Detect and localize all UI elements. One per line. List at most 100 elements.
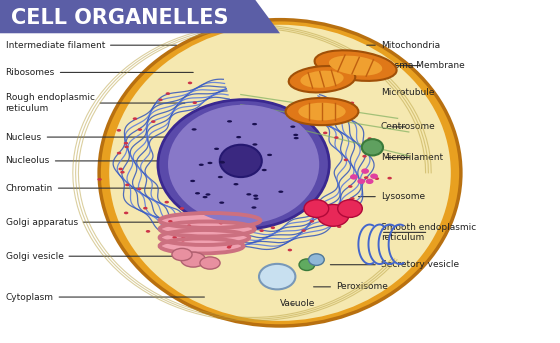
Ellipse shape <box>253 143 258 146</box>
Ellipse shape <box>304 200 329 217</box>
Text: Nucleus: Nucleus <box>6 133 204 142</box>
Ellipse shape <box>125 184 129 186</box>
Ellipse shape <box>309 254 324 265</box>
Ellipse shape <box>167 232 172 235</box>
Ellipse shape <box>180 207 184 210</box>
Ellipse shape <box>364 176 368 179</box>
Polygon shape <box>0 0 280 33</box>
Text: CELL ORGANELLES: CELL ORGANELLES <box>11 8 228 28</box>
Ellipse shape <box>218 176 223 178</box>
Ellipse shape <box>138 128 142 131</box>
Ellipse shape <box>299 259 315 271</box>
Ellipse shape <box>234 183 239 186</box>
Ellipse shape <box>228 244 232 247</box>
Ellipse shape <box>206 193 211 196</box>
Ellipse shape <box>200 257 220 269</box>
Ellipse shape <box>120 171 125 174</box>
Text: Cytoplasm: Cytoplasm <box>6 293 204 301</box>
Ellipse shape <box>172 236 177 239</box>
Ellipse shape <box>124 142 128 144</box>
Ellipse shape <box>214 147 219 150</box>
Ellipse shape <box>220 161 225 164</box>
Ellipse shape <box>133 117 137 120</box>
Ellipse shape <box>181 239 185 241</box>
Ellipse shape <box>227 246 231 249</box>
Ellipse shape <box>151 120 156 123</box>
Ellipse shape <box>310 220 314 223</box>
Ellipse shape <box>143 207 148 210</box>
Ellipse shape <box>188 82 192 84</box>
Ellipse shape <box>160 222 255 236</box>
Ellipse shape <box>366 179 374 184</box>
Ellipse shape <box>220 145 262 177</box>
Ellipse shape <box>181 252 206 267</box>
Ellipse shape <box>160 238 244 253</box>
Ellipse shape <box>259 264 296 289</box>
Ellipse shape <box>357 179 365 184</box>
Ellipse shape <box>252 123 257 125</box>
Ellipse shape <box>168 105 319 224</box>
Ellipse shape <box>362 139 383 155</box>
Ellipse shape <box>219 201 224 204</box>
Ellipse shape <box>337 225 342 228</box>
Text: Intermediate filament: Intermediate filament <box>6 41 176 50</box>
Ellipse shape <box>186 224 191 227</box>
Text: Microfilament: Microfilament <box>381 153 443 162</box>
Text: Rough endoplasmic
reticulum: Rough endoplasmic reticulum <box>6 93 185 113</box>
Ellipse shape <box>298 103 346 120</box>
Text: Mitochondria: Mitochondria <box>367 41 440 50</box>
Ellipse shape <box>278 190 283 193</box>
Ellipse shape <box>193 102 197 104</box>
Ellipse shape <box>350 102 354 104</box>
Ellipse shape <box>97 178 102 181</box>
Ellipse shape <box>323 132 328 134</box>
Ellipse shape <box>334 136 339 139</box>
Text: Secretory vesicle: Secretory vesicle <box>330 260 459 269</box>
Ellipse shape <box>207 162 212 164</box>
Ellipse shape <box>344 158 348 161</box>
Ellipse shape <box>99 20 461 326</box>
Ellipse shape <box>168 220 172 223</box>
Text: Nucleolus: Nucleolus <box>6 156 196 165</box>
Ellipse shape <box>290 126 295 128</box>
Text: Peroxisome: Peroxisome <box>314 282 388 291</box>
Ellipse shape <box>350 197 354 200</box>
Ellipse shape <box>293 134 298 136</box>
Ellipse shape <box>326 107 331 110</box>
Ellipse shape <box>146 230 150 233</box>
Ellipse shape <box>246 193 251 196</box>
Ellipse shape <box>267 154 272 156</box>
Ellipse shape <box>350 174 358 180</box>
Ellipse shape <box>137 188 141 190</box>
Ellipse shape <box>192 128 197 131</box>
Ellipse shape <box>301 229 306 232</box>
Text: Plasma Membrane: Plasma Membrane <box>381 61 465 70</box>
Text: Smooth endoplasmic
reticulum: Smooth endoplasmic reticulum <box>381 223 476 242</box>
Ellipse shape <box>236 136 241 138</box>
Text: Ribosomes: Ribosomes <box>6 68 193 77</box>
Ellipse shape <box>172 248 192 261</box>
Text: Vacuole: Vacuole <box>280 299 315 308</box>
Ellipse shape <box>251 206 256 209</box>
Ellipse shape <box>124 212 128 214</box>
Ellipse shape <box>329 56 382 75</box>
Text: Golgi apparatus: Golgi apparatus <box>6 218 199 227</box>
Ellipse shape <box>227 120 232 122</box>
Ellipse shape <box>160 213 260 228</box>
Text: Chromatin: Chromatin <box>6 184 199 193</box>
Ellipse shape <box>289 66 355 93</box>
Ellipse shape <box>203 196 208 198</box>
Ellipse shape <box>348 185 353 188</box>
Ellipse shape <box>190 180 195 182</box>
Ellipse shape <box>375 177 379 180</box>
Ellipse shape <box>219 161 224 163</box>
Ellipse shape <box>370 174 378 179</box>
Ellipse shape <box>109 25 451 321</box>
Ellipse shape <box>288 249 292 251</box>
Ellipse shape <box>254 198 259 200</box>
Ellipse shape <box>195 192 200 194</box>
Ellipse shape <box>199 164 204 166</box>
Text: Golgi vesicle: Golgi vesicle <box>6 252 193 261</box>
Ellipse shape <box>117 152 122 154</box>
Ellipse shape <box>253 194 258 197</box>
